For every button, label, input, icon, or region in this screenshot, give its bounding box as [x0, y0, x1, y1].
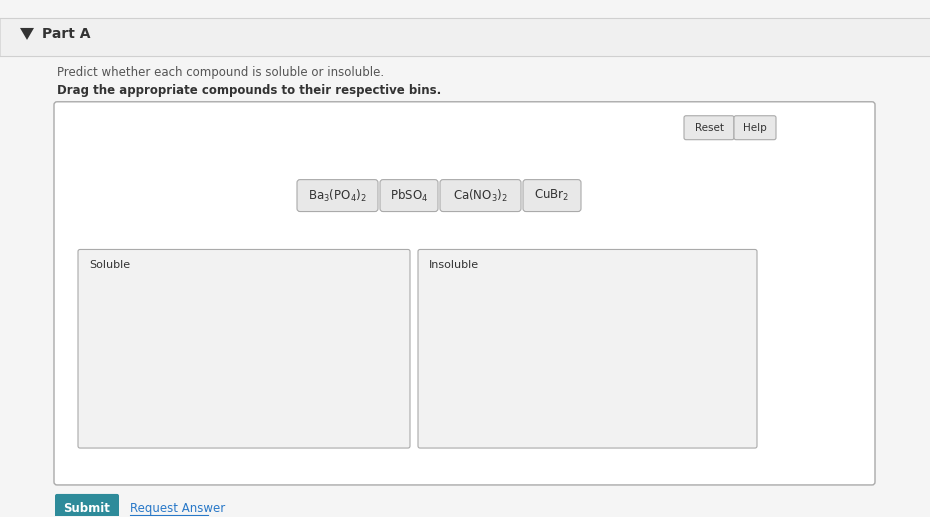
FancyBboxPatch shape — [684, 116, 734, 140]
Text: $\mathrm{Ba_3(PO_4)_2}$: $\mathrm{Ba_3(PO_4)_2}$ — [308, 188, 366, 204]
Text: Submit: Submit — [63, 503, 111, 515]
FancyBboxPatch shape — [55, 494, 119, 517]
FancyBboxPatch shape — [78, 250, 410, 448]
Text: Help: Help — [743, 123, 767, 133]
Text: Part A: Part A — [42, 27, 90, 41]
FancyBboxPatch shape — [734, 116, 776, 140]
Text: $\mathrm{Ca(NO_3)_2}$: $\mathrm{Ca(NO_3)_2}$ — [453, 188, 508, 204]
Polygon shape — [20, 28, 34, 40]
Text: Predict whether each compound is soluble or insoluble.: Predict whether each compound is soluble… — [57, 66, 384, 79]
FancyBboxPatch shape — [0, 18, 930, 56]
Text: Insoluble: Insoluble — [429, 261, 479, 270]
FancyBboxPatch shape — [440, 179, 521, 211]
FancyBboxPatch shape — [297, 179, 378, 211]
Text: Reset: Reset — [695, 123, 724, 133]
Text: Soluble: Soluble — [89, 261, 130, 270]
FancyBboxPatch shape — [418, 250, 757, 448]
Text: $\mathrm{PbSO_4}$: $\mathrm{PbSO_4}$ — [390, 188, 428, 204]
FancyBboxPatch shape — [54, 102, 875, 485]
Text: Request Answer: Request Answer — [130, 503, 225, 515]
FancyBboxPatch shape — [523, 179, 581, 211]
FancyBboxPatch shape — [380, 179, 438, 211]
Text: $\mathrm{CuBr_2}$: $\mathrm{CuBr_2}$ — [535, 188, 569, 203]
Text: Drag the appropriate compounds to their respective bins.: Drag the appropriate compounds to their … — [57, 84, 441, 97]
